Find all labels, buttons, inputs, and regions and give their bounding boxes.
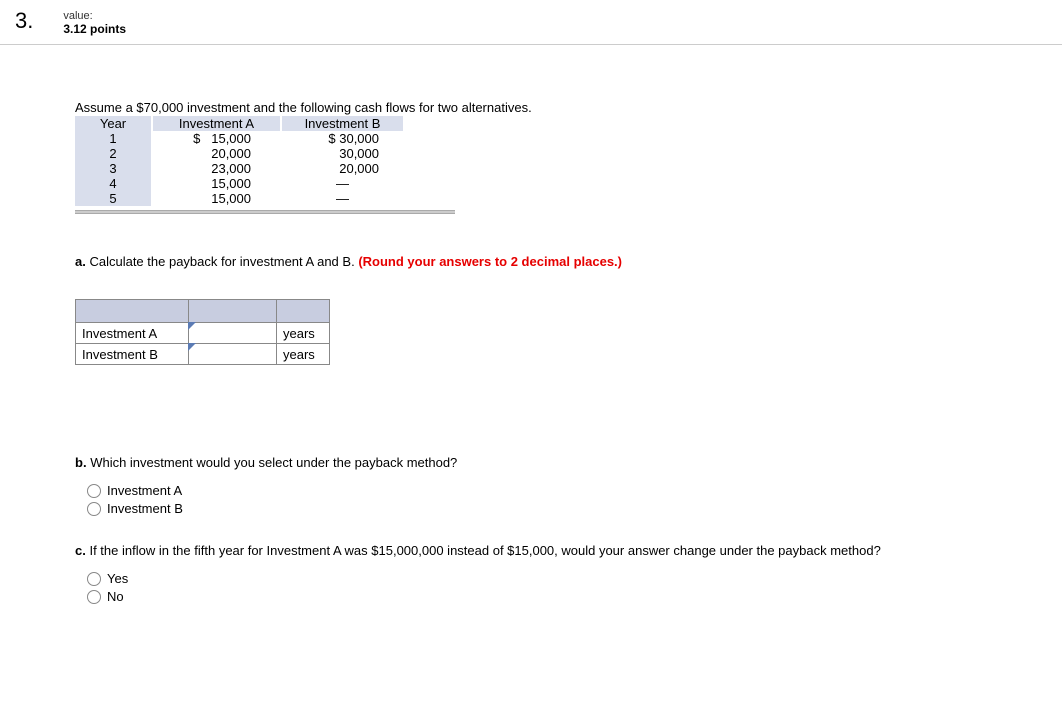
part-c-prompt: c. If the inflow in the fifth year for I… <box>75 543 1047 558</box>
unit-label: years <box>277 323 330 344</box>
intro-text: Assume a $70,000 investment and the foll… <box>75 100 1047 115</box>
part-b-options: Investment A Investment B <box>87 482 1047 518</box>
year-cell: 3 <box>75 161 152 176</box>
col-year: Year <box>75 116 152 131</box>
part-b-prompt: b. Which investment would you select und… <box>75 455 1047 470</box>
year-cell: 4 <box>75 176 152 191</box>
inv-b-cell: 20,000 <box>281 161 404 176</box>
blank-header <box>189 300 277 323</box>
question-number: 3. <box>15 8 33 34</box>
inv-b-cell: 30,000 <box>281 146 404 161</box>
answer-row-label: Investment A <box>76 323 189 344</box>
question-content: Assume a $70,000 investment and the foll… <box>0 45 1062 606</box>
radio-label: Yes <box>107 570 128 588</box>
radio-investment-b[interactable]: Investment B <box>87 500 1047 518</box>
radio-icon <box>87 484 101 498</box>
radio-investment-a[interactable]: Investment A <box>87 482 1047 500</box>
year-cell: 2 <box>75 146 152 161</box>
inv-b-cell: — <box>281 176 404 191</box>
inv-a-cell: 15,000 <box>152 176 281 191</box>
col-inv-a: Investment A <box>152 116 281 131</box>
investment-a-input[interactable] <box>189 323 277 344</box>
points-value: 3.12 points <box>63 22 126 36</box>
table-divider <box>75 210 455 214</box>
radio-label: No <box>107 588 124 606</box>
inv-a-cell: 20,000 <box>152 146 281 161</box>
inv-b-cell: $ 30,000 <box>281 131 404 146</box>
question-header: 3. value: 3.12 points <box>0 10 1062 45</box>
cashflow-table: Year Investment A Investment B 1 $ 15,00… <box>75 116 405 206</box>
radio-no[interactable]: No <box>87 588 1047 606</box>
unit-label: years <box>277 344 330 365</box>
radio-icon <box>87 572 101 586</box>
blank-header <box>76 300 189 323</box>
value-block: value: 3.12 points <box>63 10 126 36</box>
investment-b-input[interactable] <box>189 344 277 365</box>
radio-label: Investment A <box>107 482 182 500</box>
radio-label: Investment B <box>107 500 183 518</box>
inv-a-cell: 15,000 <box>152 191 281 206</box>
answer-table: Investment A years Investment B years <box>75 299 330 365</box>
part-b: b. Which investment would you select und… <box>75 455 1047 518</box>
year-cell: 5 <box>75 191 152 206</box>
col-inv-b: Investment B <box>281 116 404 131</box>
part-c-options: Yes No <box>87 570 1047 606</box>
radio-icon <box>87 502 101 516</box>
inv-b-cell: — <box>281 191 404 206</box>
part-a: a. Calculate the payback for investment … <box>75 254 1047 365</box>
blank-header <box>277 300 330 323</box>
radio-icon <box>87 590 101 604</box>
radio-yes[interactable]: Yes <box>87 570 1047 588</box>
inv-a-cell: 23,000 <box>152 161 281 176</box>
part-a-prompt: a. Calculate the payback for investment … <box>75 254 1047 269</box>
year-cell: 1 <box>75 131 152 146</box>
part-c: c. If the inflow in the fifth year for I… <box>75 543 1047 606</box>
inv-a-cell: $ 15,000 <box>152 131 281 146</box>
answer-row-label: Investment B <box>76 344 189 365</box>
value-label: value: <box>63 10 126 22</box>
